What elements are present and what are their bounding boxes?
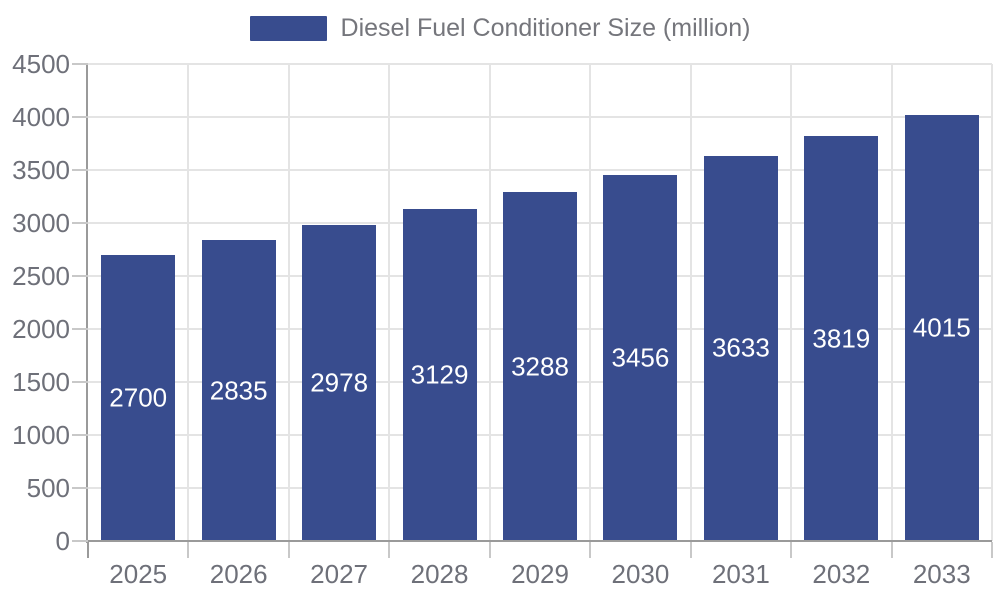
x-axis-tick xyxy=(589,542,592,558)
bar[interactable]: 3288 xyxy=(503,192,577,541)
x-tick-label: 2025 xyxy=(109,559,168,589)
bar[interactable]: 3819 xyxy=(804,136,879,541)
x-axis-tick xyxy=(991,542,993,558)
y-tick-label: 4000 xyxy=(12,102,70,132)
x-axis-tick xyxy=(187,542,190,558)
gridline-horizontal xyxy=(88,116,992,118)
y-axis-tick xyxy=(72,116,88,118)
y-tick-label: 1000 xyxy=(12,420,70,450)
bar[interactable]: 2700 xyxy=(101,254,176,541)
x-tick-label: 2027 xyxy=(310,559,369,589)
gridline-vertical xyxy=(488,64,491,541)
bar[interactable]: 2835 xyxy=(201,240,276,541)
y-tick-label: 2500 xyxy=(12,261,70,291)
y-axis-tick xyxy=(72,381,88,383)
bar[interactable]: 3129 xyxy=(402,209,477,541)
bar[interactable]: 3633 xyxy=(703,155,778,541)
x-tick-label: 2033 xyxy=(912,559,971,589)
y-tick-label: 500 xyxy=(26,473,70,503)
y-axis-tick xyxy=(72,328,88,330)
gridline-vertical xyxy=(790,64,793,541)
y-tick-label: 2000 xyxy=(12,314,70,344)
gridline-vertical xyxy=(991,64,993,541)
y-axis-tick xyxy=(72,540,88,542)
y-tick-label: 3000 xyxy=(12,208,70,238)
bar[interactable]: 4015 xyxy=(904,115,979,541)
legend-label: Diesel Fuel Conditioner Size (million) xyxy=(340,14,751,42)
x-axis-tick xyxy=(388,542,391,558)
bar-value-label: 4015 xyxy=(912,312,971,343)
bar-value-label: 2978 xyxy=(310,367,369,398)
legend-swatch xyxy=(249,15,327,41)
bar[interactable]: 2978 xyxy=(302,225,377,541)
x-axis-tick xyxy=(790,542,793,558)
x-tick-label: 2028 xyxy=(410,559,469,589)
y-axis-tick xyxy=(72,222,88,224)
gridline-vertical xyxy=(689,64,692,541)
y-axis-tick xyxy=(72,63,88,65)
y-tick-label: 0 xyxy=(55,526,70,556)
gridline-vertical xyxy=(890,64,893,541)
gridline-vertical xyxy=(187,64,190,541)
gridline-horizontal xyxy=(88,63,992,65)
x-tick-label: 2029 xyxy=(511,559,569,589)
x-axis-tick xyxy=(287,542,290,558)
bar[interactable]: 3456 xyxy=(603,174,678,541)
gridline-vertical xyxy=(388,64,391,541)
bar-value-label: 3288 xyxy=(511,351,569,382)
y-axis-tick xyxy=(72,275,88,277)
x-axis-tick xyxy=(87,542,89,558)
y-axis-tick xyxy=(72,487,88,489)
x-tick-label: 2031 xyxy=(711,559,770,589)
y-tick-label: 1500 xyxy=(12,367,70,397)
bar-value-label: 3129 xyxy=(410,359,469,390)
bar-value-label: 3456 xyxy=(611,342,670,373)
y-axis-line xyxy=(86,64,88,543)
y-axis-tick xyxy=(72,434,88,436)
bar-value-label: 2835 xyxy=(209,375,268,406)
x-axis-tick xyxy=(689,542,692,558)
gridline-vertical xyxy=(287,64,290,541)
x-axis-tick xyxy=(890,542,893,558)
y-axis-tick xyxy=(72,169,88,171)
x-tick-label: 2032 xyxy=(812,559,871,589)
x-tick-label: 2026 xyxy=(209,559,268,589)
bar-value-label: 3633 xyxy=(711,332,770,363)
legend[interactable]: Diesel Fuel Conditioner Size (million) xyxy=(0,13,1000,43)
x-tick-label: 2030 xyxy=(611,559,670,589)
x-axis-line xyxy=(86,540,992,542)
bar-value-label: 3819 xyxy=(812,323,871,354)
y-tick-label: 4500 xyxy=(12,49,70,79)
y-tick-label: 3500 xyxy=(12,155,70,185)
gridline-horizontal xyxy=(88,169,992,171)
gridline-vertical xyxy=(589,64,592,541)
bar-value-label: 2700 xyxy=(109,382,168,413)
x-axis-tick xyxy=(488,542,491,558)
